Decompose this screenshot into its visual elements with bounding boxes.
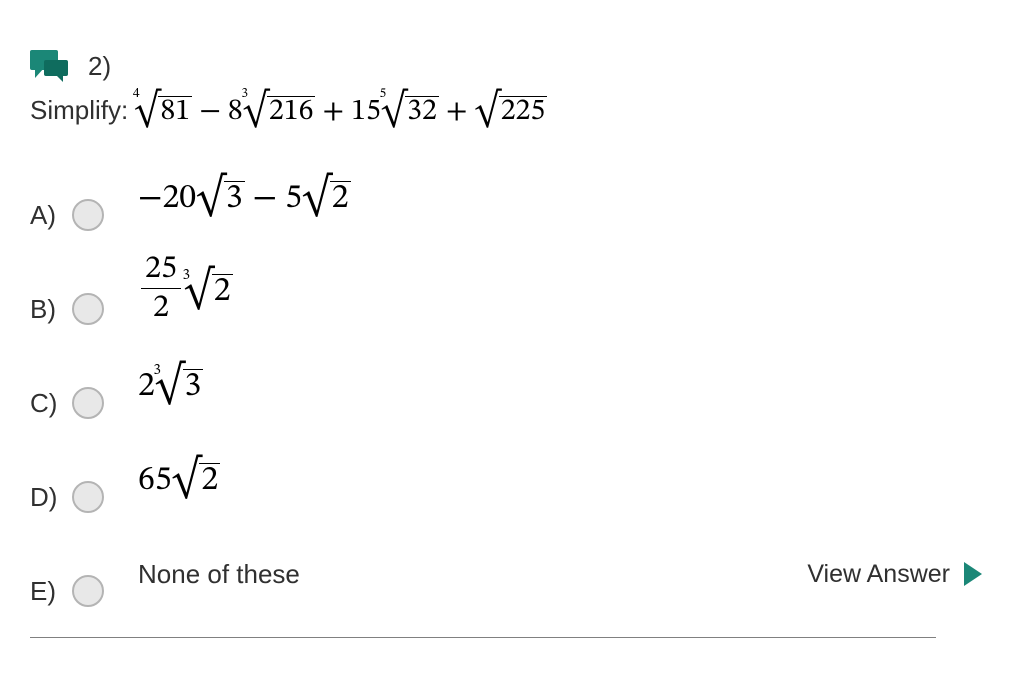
option-letter: D) <box>30 482 72 513</box>
option-expression: 23√3 <box>138 363 203 409</box>
option-content: −20√3 − 5√2 <box>138 175 994 221</box>
option-expression: 2523√2 <box>138 256 233 328</box>
option-row: D) 65√2 <box>30 441 994 519</box>
option-text: None of these <box>138 559 300 590</box>
play-icon <box>964 562 982 586</box>
option-row: A) −20√3 − 5√2 <box>30 159 994 237</box>
option-content: 65√2 <box>138 457 994 503</box>
option-row: B) 2523√2 <box>30 253 994 331</box>
option-content: 23√3 <box>138 363 994 409</box>
option-content: 2523√2 <box>138 256 994 328</box>
option-expression: −20√3 − 5√2 <box>138 175 351 221</box>
option-letter: A) <box>30 200 72 231</box>
option-row: E) None of these View Answer <box>30 535 994 613</box>
option-letter: B) <box>30 294 72 325</box>
question-number: 2) <box>88 51 111 82</box>
view-answer-button[interactable]: View Answer <box>807 560 982 589</box>
question-prompt: Simplify: 4√81 − 83√216 + 155√32 + √225 <box>30 90 994 131</box>
option-radio[interactable] <box>72 575 104 607</box>
option-radio[interactable] <box>72 481 104 513</box>
option-radio[interactable] <box>72 293 104 325</box>
options-list: A) −20√3 − 5√2 B) 2523√2 C) 23√3 D) 65√2 E) None … <box>30 159 994 613</box>
option-expression: 65√2 <box>138 457 220 503</box>
option-content: None of these View Answer <box>138 559 994 590</box>
question-block: 2) Simplify: 4√81 − 83√216 + 155√32 + √2… <box>0 0 1024 676</box>
divider <box>30 637 936 638</box>
chat-icon <box>30 50 70 82</box>
view-answer-label: View Answer <box>807 560 950 589</box>
option-radio[interactable] <box>72 387 104 419</box>
prompt-expression: 4√81 − 83√216 + 155√32 + √225 <box>134 90 547 131</box>
option-letter: E) <box>30 576 72 607</box>
option-letter: C) <box>30 388 72 419</box>
option-radio[interactable] <box>72 199 104 231</box>
question-header: 2) <box>30 50 994 82</box>
option-row: C) 23√3 <box>30 347 994 425</box>
prompt-label: Simplify: <box>30 95 128 126</box>
